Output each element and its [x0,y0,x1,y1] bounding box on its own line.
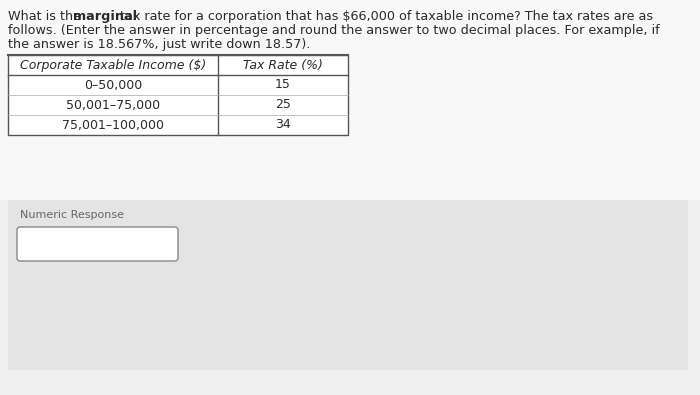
Text: tax rate for a corporation that has $66,000 of taxable income? The tax rates are: tax rate for a corporation that has $66,… [116,10,653,23]
Text: 50,001–75,000: 50,001–75,000 [66,98,160,111]
Text: What is the: What is the [8,10,85,23]
Text: 25: 25 [275,98,291,111]
Bar [0,0,700,200]
Text: Corporate Taxable Income ($): Corporate Taxable Income ($) [20,58,206,71]
Text: the answer is 18.567%, just write down 18.57).: the answer is 18.567%, just write down 1… [8,38,310,51]
Text: marginal: marginal [73,10,137,23]
Text: 15: 15 [275,79,291,92]
Text: Tax Rate (%): Tax Rate (%) [243,58,323,71]
Text: 75,001–100,000: 75,001–100,000 [62,118,164,132]
FancyBboxPatch shape [17,227,178,261]
Bar [8,55,348,135]
Text: 34: 34 [275,118,291,132]
Text: 0–50,000: 0–50,000 [84,79,142,92]
Text: follows. (Enter the answer in percentage and round the answer to two decimal pla: follows. (Enter the answer in percentage… [8,24,659,37]
Bar [8,200,688,370]
Text: Numeric Response: Numeric Response [20,210,124,220]
